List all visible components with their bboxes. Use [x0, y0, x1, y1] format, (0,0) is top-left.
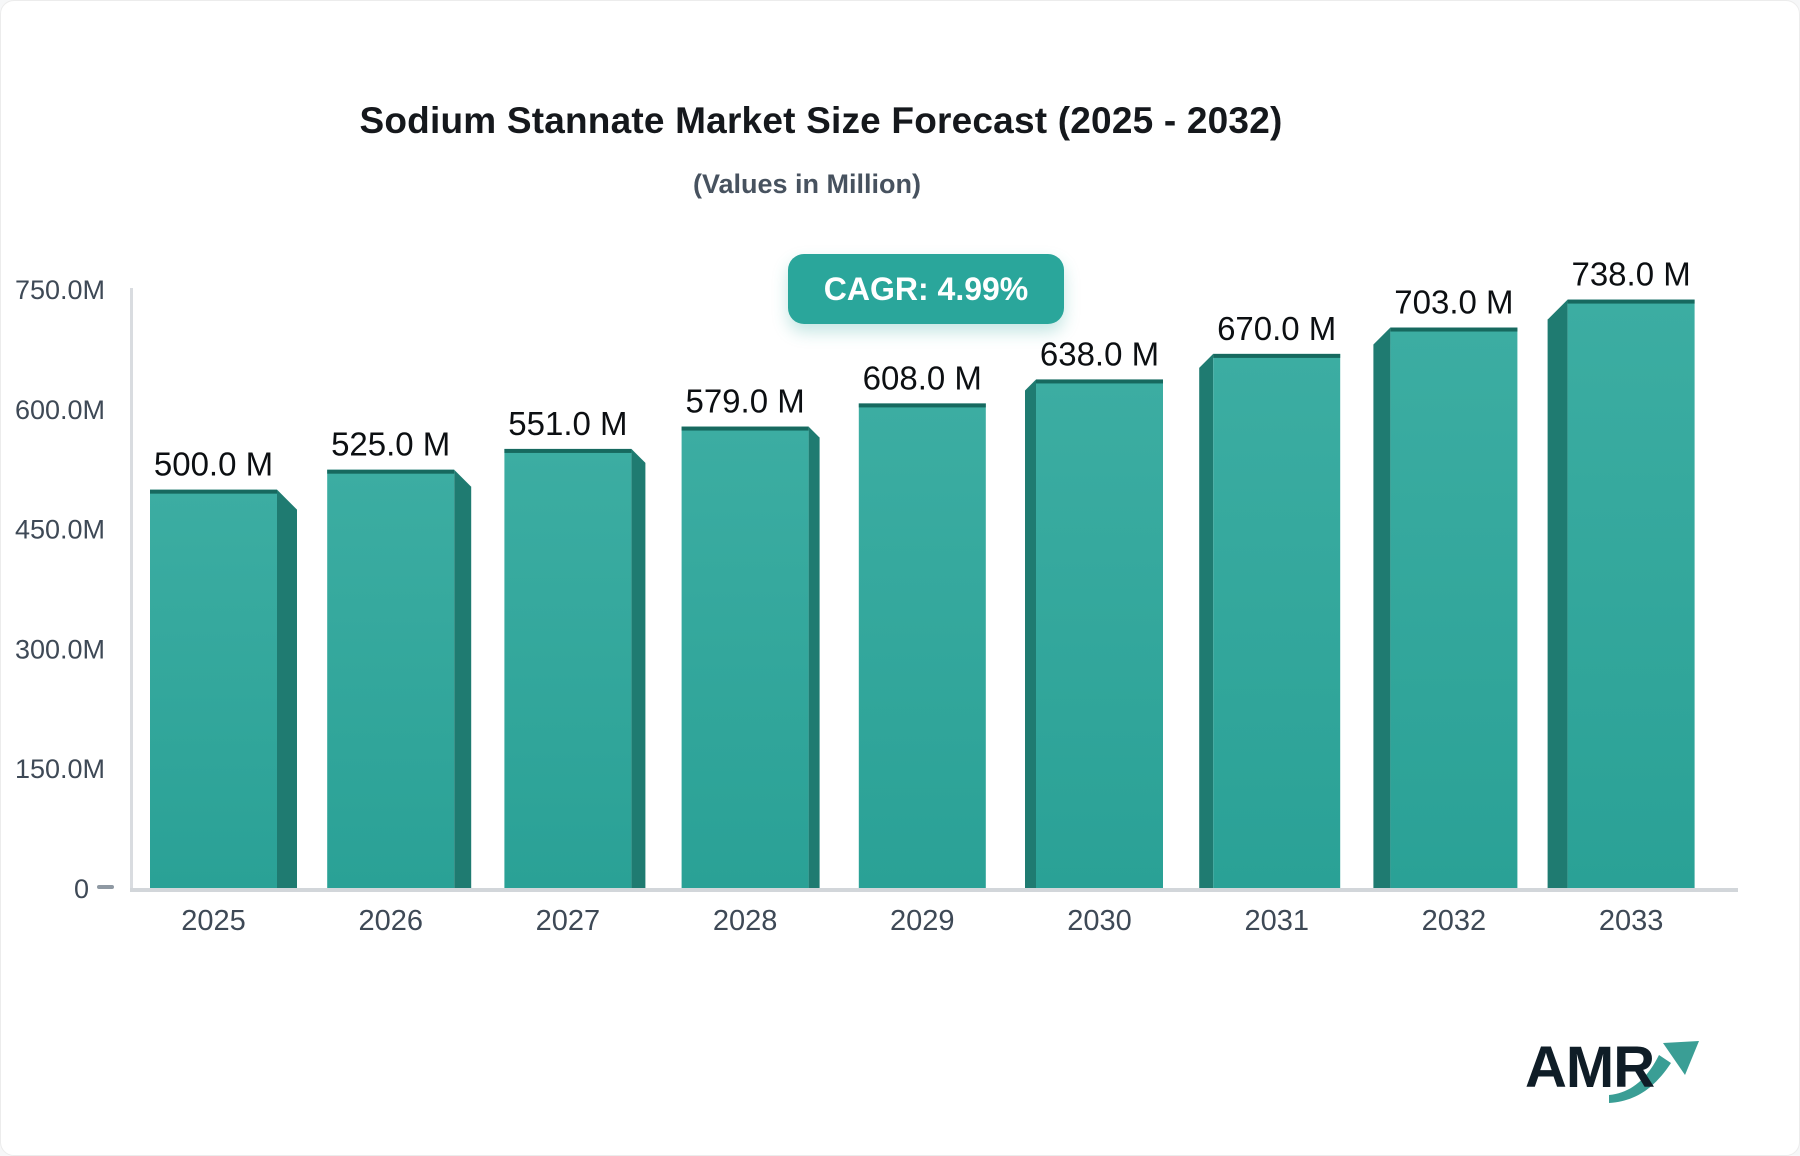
y-axis-label: 150.0M [15, 754, 105, 784]
bar-top-edge [504, 448, 632, 453]
bar-top-edge [327, 469, 455, 474]
bar-top-edge [858, 403, 986, 408]
bar-front-face [681, 426, 809, 888]
bar-front-face [1213, 353, 1341, 889]
y-axis-label: 600.0M [15, 395, 105, 425]
chart-subtitle: (Values in Million) [692, 169, 922, 199]
zero-tick-dash [97, 885, 114, 889]
bar-front-face [150, 489, 277, 888]
y-axis-labels: 750.0M 600.0M 450.0M 300.0M 150.0M 0 [15, 275, 105, 904]
bar-front-face [1390, 327, 1518, 888]
x-axis-label: 2027 [536, 905, 601, 937]
bar-value-label: 670.0 M [1217, 310, 1336, 347]
bar-side-face [808, 426, 820, 888]
y-axis-label: 0 [74, 874, 89, 904]
bar-front-face [1567, 299, 1695, 889]
bar-value-label: 738.0 M [1571, 256, 1690, 293]
bar-value-label: 579.0 M [685, 383, 804, 420]
cagr-badge: CAGR: 4.99% [788, 254, 1064, 324]
bar-top-edge [1567, 299, 1695, 304]
bar-side-face [1373, 327, 1391, 888]
bar-value-label: 500.0 M [154, 446, 273, 483]
bar-side-face [454, 469, 472, 888]
x-axis-label: 2032 [1422, 905, 1487, 937]
bar-value-label: 638.0 M [1040, 335, 1159, 372]
x-axis-label: 2033 [1599, 905, 1664, 937]
bar-front-face [504, 448, 632, 888]
bar-side-face [277, 489, 297, 888]
bar-side-face [1547, 299, 1568, 889]
bar-top-edge [1390, 327, 1518, 332]
x-axis-labels: 2025 2026 2027 2028 2029 2030 2031 2032 2033 [181, 905, 1663, 937]
brand-logo: AMR [1525, 1031, 1725, 1121]
bar-side-face [1199, 353, 1214, 889]
y-axis-label: 750.0M [15, 275, 105, 305]
bar-value-label: 608.0 M [863, 359, 982, 396]
x-axis-label: 2030 [1067, 905, 1132, 937]
chart-title: Sodium Stannate Market Size Forecast (20… [359, 100, 1283, 141]
bar-front-face [1036, 379, 1163, 888]
x-axis-label: 2028 [713, 905, 778, 937]
x-axis-label: 2029 [890, 905, 955, 937]
bar-value-label: 551.0 M [508, 405, 627, 442]
bar-side-face [1025, 379, 1036, 888]
bars-group: 500.0 M 525.0 M 551.0 M 579.0 M 608.0 M 638.0… [150, 256, 1695, 889]
brand-logo-text: AMR [1525, 1035, 1655, 1100]
x-axis-label: 2025 [181, 905, 246, 937]
bar-front-face [858, 403, 986, 888]
bar-top-edge [1213, 353, 1341, 358]
y-axis-label: 450.0M [15, 515, 105, 545]
bar-top-edge [1036, 379, 1163, 384]
bar-value-label: 525.0 M [331, 426, 450, 463]
y-axis-label: 300.0M [15, 634, 105, 664]
bar-top-edge [681, 426, 809, 431]
x-axis-baseline [130, 888, 1738, 892]
bar-front-face [327, 469, 455, 888]
bar-value-label: 703.0 M [1394, 284, 1513, 321]
x-axis-label: 2031 [1244, 905, 1309, 937]
bar-side-face [631, 448, 646, 888]
y-axis-line [130, 288, 133, 890]
bar-top-edge [150, 489, 277, 494]
x-axis-label: 2026 [358, 905, 423, 937]
trend-up-arrow-icon [1609, 1041, 1699, 1103]
cagr-badge-label: CAGR: 4.99% [823, 271, 1029, 307]
